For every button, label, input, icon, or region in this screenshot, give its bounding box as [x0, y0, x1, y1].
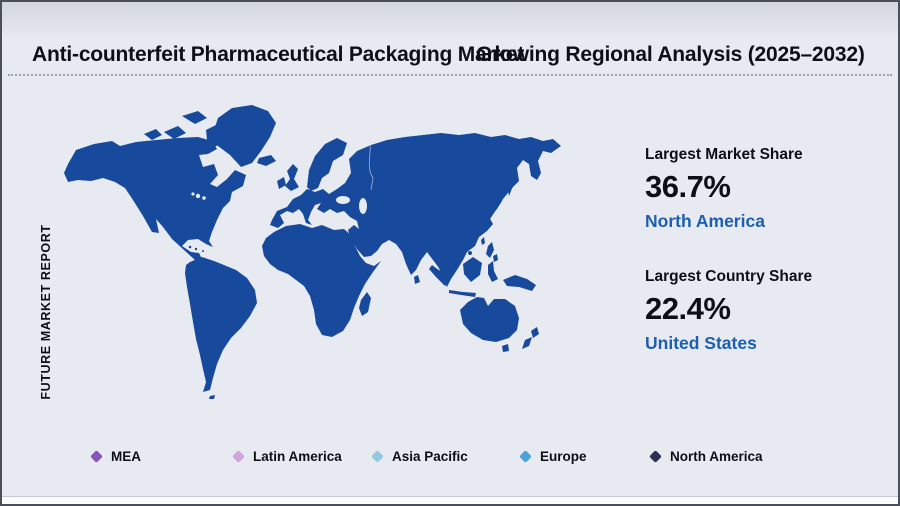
world-map-svg: [64, 105, 561, 399]
legend-marker-latin-america: [232, 450, 245, 463]
legend-item-asia-pacific: Asia Pacific: [371, 449, 468, 464]
legend-label-north-america: North America: [670, 449, 763, 464]
world-landmass: [64, 105, 561, 399]
legend-item-mea: MEA: [90, 449, 141, 464]
stat-1-region: North America: [645, 211, 765, 231]
brand-watermark: FUTURE MARKET REPORT: [39, 224, 53, 400]
stat-2-label: Largest Country Share: [645, 268, 813, 285]
stat-2-region: United States: [645, 333, 757, 353]
page-title-line2: Growing Regional Analysis (2025–2032): [476, 43, 865, 66]
legend-label-mea: MEA: [111, 449, 141, 464]
legend-marker-mea: [90, 450, 103, 463]
legend-marker-europe: [519, 450, 532, 463]
title-separator: [8, 74, 892, 76]
stat-1-label: Largest Market Share: [645, 146, 803, 163]
bottom-strip: [2, 496, 898, 504]
legend-marker-north-america: [649, 450, 662, 463]
legend-item-north-america: North America: [649, 449, 763, 464]
legend-item-latin-america: Latin America: [232, 449, 342, 464]
legend-label-latin-america: Latin America: [253, 449, 342, 464]
stat-1-value: 36.7%: [645, 169, 731, 204]
country-border-line: [368, 137, 374, 191]
legend-label-europe: Europe: [540, 449, 587, 464]
legend-marker-asia-pacific: [371, 450, 384, 463]
legend-item-europe: Europe: [519, 449, 587, 464]
world-map: [60, 94, 620, 434]
page-title-line1: Anti-counterfeit Pharmaceutical Packagin…: [32, 43, 525, 66]
stat-2-value: 22.4%: [645, 291, 731, 326]
inland-water: [191, 192, 367, 214]
top-band: [2, 2, 898, 40]
legend-label-asia-pacific: Asia Pacific: [392, 449, 468, 464]
